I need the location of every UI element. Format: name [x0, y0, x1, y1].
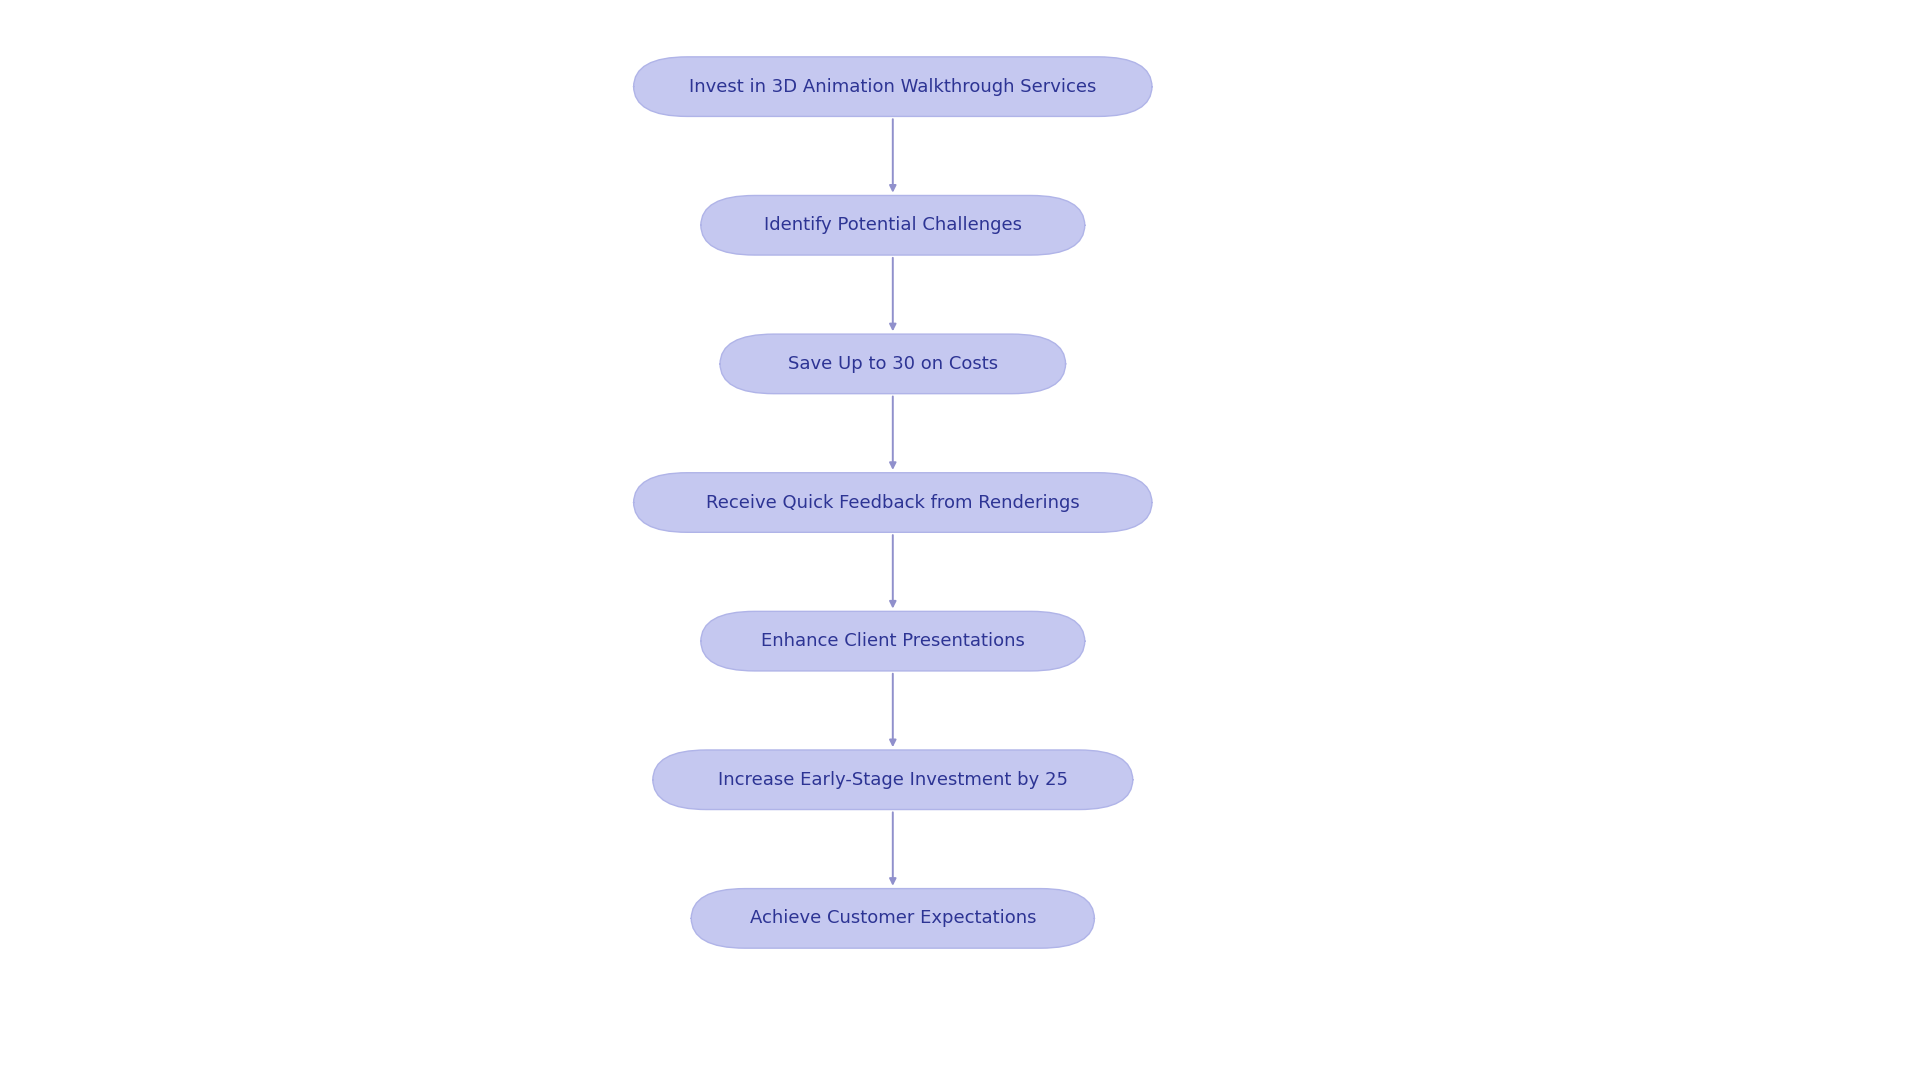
- FancyBboxPatch shape: [701, 611, 1085, 670]
- FancyBboxPatch shape: [634, 472, 1152, 532]
- Text: Save Up to 30 on Costs: Save Up to 30 on Costs: [787, 355, 998, 373]
- Text: Invest in 3D Animation Walkthrough Services: Invest in 3D Animation Walkthrough Servi…: [689, 78, 1096, 95]
- FancyBboxPatch shape: [701, 195, 1085, 255]
- Text: Achieve Customer Expectations: Achieve Customer Expectations: [749, 910, 1037, 927]
- FancyBboxPatch shape: [720, 334, 1066, 393]
- FancyBboxPatch shape: [691, 888, 1094, 949]
- Text: Receive Quick Feedback from Renderings: Receive Quick Feedback from Renderings: [707, 494, 1079, 511]
- Text: Enhance Client Presentations: Enhance Client Presentations: [760, 632, 1025, 650]
- FancyBboxPatch shape: [634, 56, 1152, 116]
- Text: Identify Potential Challenges: Identify Potential Challenges: [764, 217, 1021, 234]
- FancyBboxPatch shape: [653, 749, 1133, 810]
- Text: Increase Early-Stage Investment by 25: Increase Early-Stage Investment by 25: [718, 771, 1068, 788]
